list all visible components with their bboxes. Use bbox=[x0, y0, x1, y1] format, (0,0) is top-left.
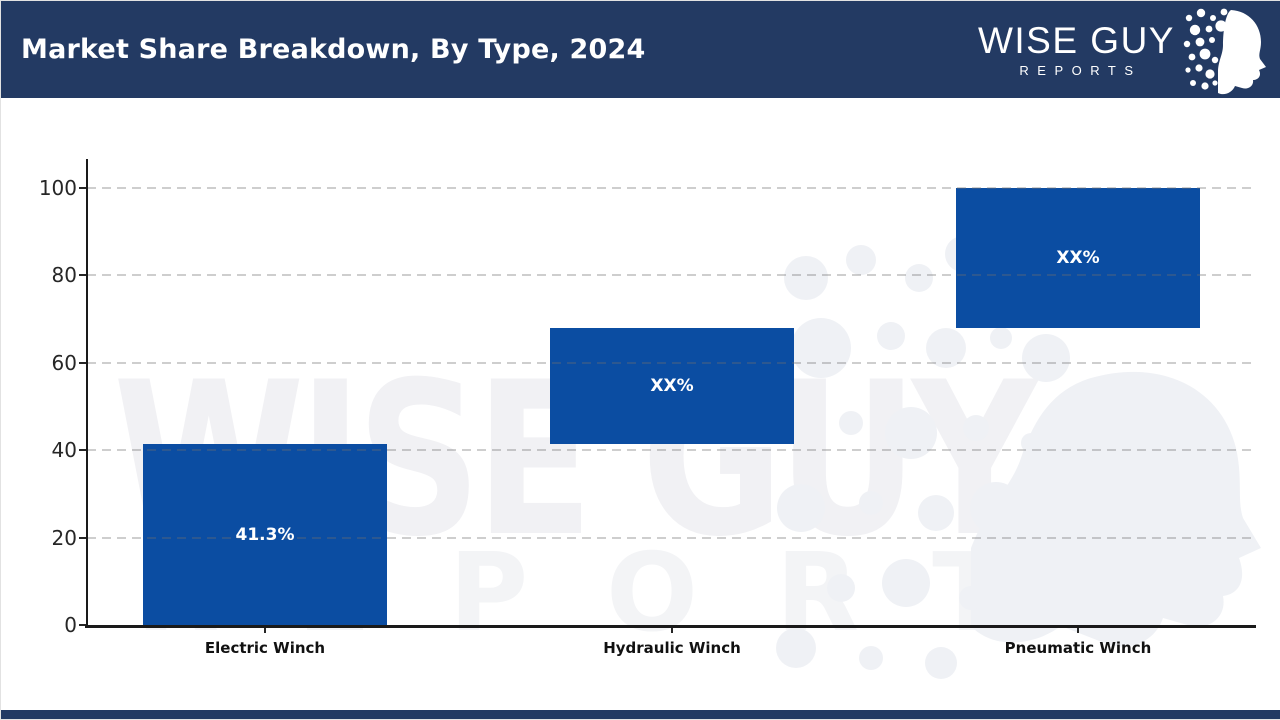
x-axis-line bbox=[85, 625, 1256, 628]
x-axis-category-label: Pneumatic Winch bbox=[1004, 639, 1152, 657]
brand-logo: WISE GUY REPORTS bbox=[978, 4, 1267, 96]
chart-area: WISE GUY REPORTS 0 20 40 60 80 100 41.3% XX% XX%… bbox=[1, 98, 1280, 712]
y-axis-tick-mark bbox=[79, 449, 87, 451]
x-axis-tick-mark bbox=[671, 626, 673, 633]
gridline-40 bbox=[87, 449, 1256, 451]
bar-value-label: 41.3% bbox=[235, 524, 295, 545]
y-axis-line bbox=[86, 159, 88, 627]
watermark-face bbox=[765, 236, 1261, 679]
x-axis-category-label: Electric Winch bbox=[204, 639, 326, 657]
y-axis-tick-label: 60 bbox=[51, 350, 77, 375]
brand-subname: REPORTS bbox=[1019, 62, 1142, 78]
bar-electric-winch bbox=[143, 444, 387, 625]
footer-bar bbox=[1, 710, 1280, 719]
logo-face-icon bbox=[1183, 8, 1266, 94]
y-axis-tick-label: 20 bbox=[51, 525, 77, 550]
y-axis-tick-mark bbox=[79, 536, 87, 539]
brand-logo-text: WISE GUY REPORTS bbox=[978, 22, 1175, 78]
y-axis-tick-label: 100 bbox=[38, 175, 77, 200]
bar-hydraulic-winch bbox=[550, 327, 794, 445]
y-axis-tick-label: 40 bbox=[51, 438, 77, 462]
y-axis-tick-label: 0 bbox=[64, 613, 77, 637]
gridline-100 bbox=[87, 186, 1256, 189]
y-axis-tick-mark bbox=[79, 186, 87, 189]
y-axis-tick-mark bbox=[79, 361, 87, 364]
bar-value-label: XX% bbox=[650, 375, 694, 396]
y-axis-tick-mark bbox=[79, 274, 87, 276]
gridline-80 bbox=[87, 274, 1256, 276]
y-axis-tick-mark bbox=[79, 624, 87, 626]
header-bar: Market Share Breakdown, By Type, 2024 WI… bbox=[1, 1, 1280, 98]
bar-value-label: XX% bbox=[1056, 247, 1100, 268]
x-axis-tick-mark bbox=[264, 626, 266, 633]
brand-name: WISE GUY bbox=[977, 19, 1175, 61]
gridline-20 bbox=[87, 536, 1256, 539]
page-title: Market Share Breakdown, By Type, 2024 bbox=[21, 34, 646, 65]
bar-pneumatic-winch bbox=[956, 187, 1200, 328]
gridline-60 bbox=[87, 361, 1256, 364]
x-axis-category-label: Hydraulic Winch bbox=[603, 639, 741, 657]
x-axis-tick-mark bbox=[1077, 626, 1079, 633]
y-axis-tick-label: 80 bbox=[51, 263, 77, 287]
